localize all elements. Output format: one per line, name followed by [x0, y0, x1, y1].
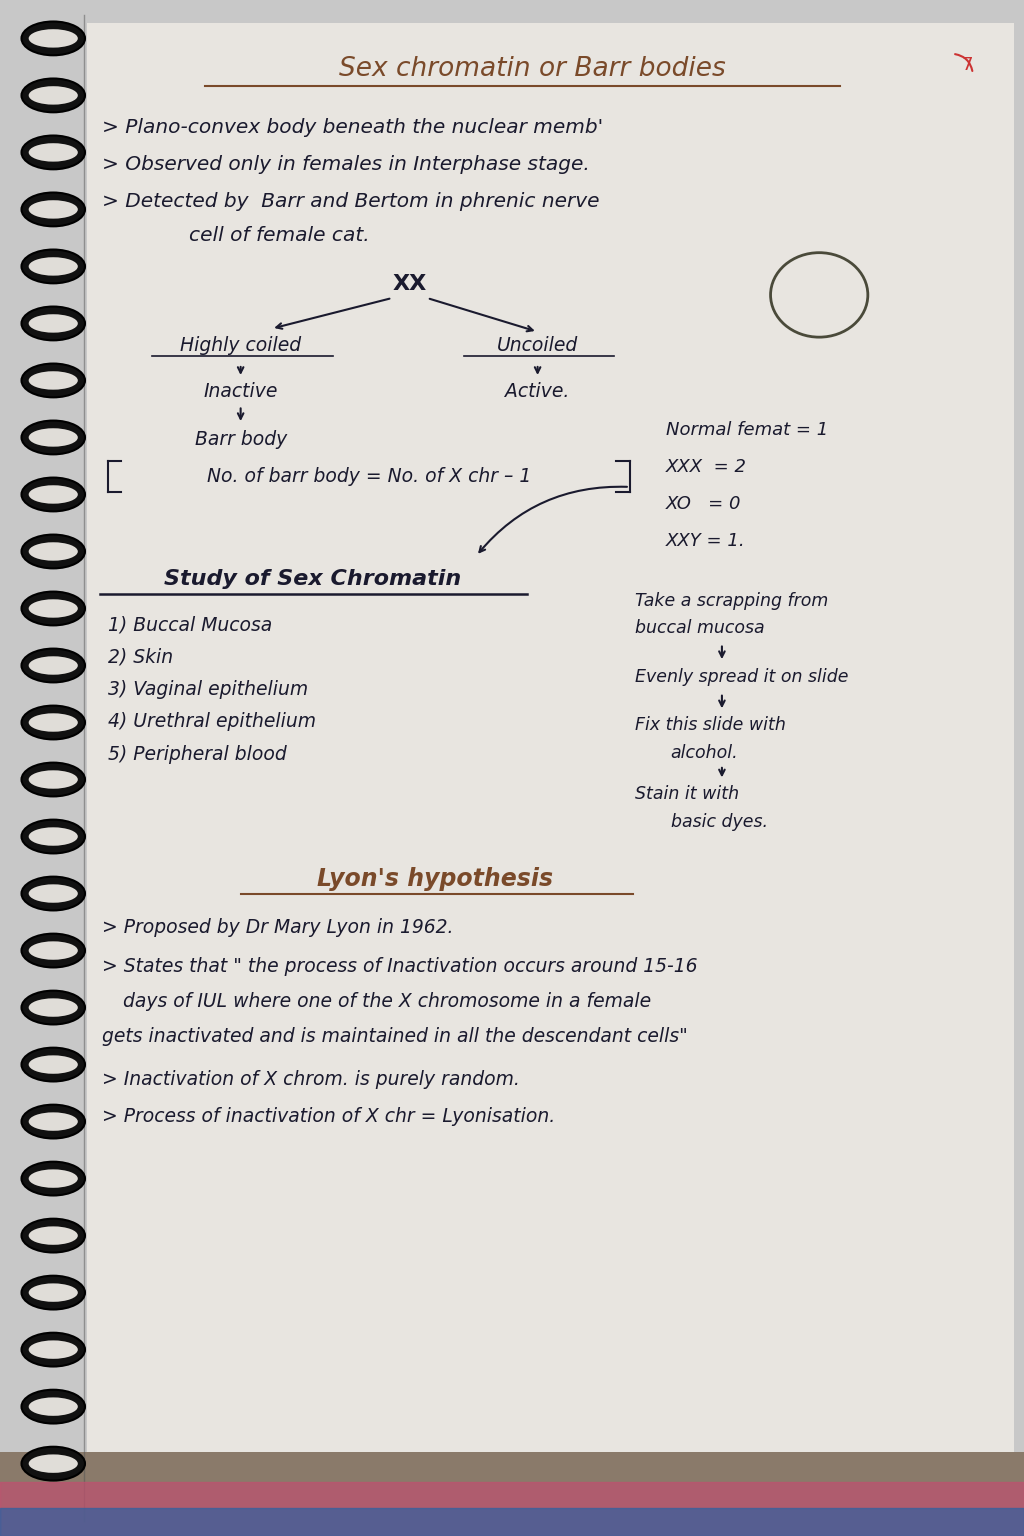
- Ellipse shape: [22, 1218, 85, 1252]
- Ellipse shape: [29, 29, 78, 48]
- Text: 2) Skin: 2) Skin: [108, 648, 173, 667]
- Ellipse shape: [29, 200, 78, 218]
- Ellipse shape: [29, 1055, 78, 1074]
- Ellipse shape: [22, 591, 85, 625]
- Text: 1) Buccal Mucosa: 1) Buccal Mucosa: [108, 616, 271, 634]
- Ellipse shape: [22, 535, 85, 568]
- Ellipse shape: [22, 1447, 85, 1481]
- Ellipse shape: [29, 885, 78, 903]
- Text: XX: XX: [392, 273, 427, 295]
- Ellipse shape: [22, 307, 85, 341]
- Text: > Detected by  Barr and Bertom in phrenic nerve: > Detected by Barr and Bertom in phrenic…: [102, 192, 600, 210]
- Ellipse shape: [29, 429, 78, 447]
- Ellipse shape: [29, 1455, 78, 1473]
- Ellipse shape: [29, 372, 78, 390]
- Ellipse shape: [22, 763, 85, 797]
- Ellipse shape: [22, 478, 85, 511]
- Ellipse shape: [22, 421, 85, 455]
- Text: No. of barr body = No. of X chr – 1: No. of barr body = No. of X chr – 1: [207, 467, 530, 485]
- Ellipse shape: [22, 820, 85, 854]
- Ellipse shape: [22, 1161, 85, 1195]
- Ellipse shape: [22, 1333, 85, 1367]
- Text: > Proposed by Dr Mary Lyon in 1962.: > Proposed by Dr Mary Lyon in 1962.: [102, 919, 454, 937]
- Text: alcohol.: alcohol.: [671, 743, 738, 762]
- Ellipse shape: [29, 713, 78, 731]
- Text: Sex chromatin or Barr bodies: Sex chromatin or Barr bodies: [339, 57, 726, 81]
- Ellipse shape: [29, 143, 78, 161]
- Text: Highly coiled: Highly coiled: [180, 336, 301, 355]
- Text: Take a scrapping from: Take a scrapping from: [635, 591, 828, 610]
- Text: Fix this slide with: Fix this slide with: [635, 716, 785, 734]
- Ellipse shape: [29, 828, 78, 846]
- Ellipse shape: [29, 1226, 78, 1244]
- Ellipse shape: [29, 257, 78, 275]
- Text: > Plano-convex body beneath the nuclear memb': > Plano-convex body beneath the nuclear …: [102, 118, 603, 137]
- Ellipse shape: [29, 1112, 78, 1130]
- Ellipse shape: [22, 934, 85, 968]
- Ellipse shape: [22, 705, 85, 739]
- Text: > States that " the process of Inactivation occurs around 15-16: > States that " the process of Inactivat…: [102, 957, 698, 975]
- Ellipse shape: [22, 192, 85, 226]
- Text: Active.: Active.: [506, 382, 569, 401]
- Ellipse shape: [29, 998, 78, 1017]
- Ellipse shape: [29, 656, 78, 674]
- Ellipse shape: [29, 485, 78, 504]
- Ellipse shape: [22, 249, 85, 283]
- Text: XXX  = 2: XXX = 2: [666, 458, 746, 476]
- Text: 3) Vaginal epithelium: 3) Vaginal epithelium: [108, 680, 307, 699]
- Text: 5) Peripheral blood: 5) Peripheral blood: [108, 745, 287, 763]
- Text: Lyon's hypothesis: Lyon's hypothesis: [317, 866, 553, 891]
- FancyBboxPatch shape: [0, 1452, 1024, 1536]
- Text: Study of Sex Chromatin: Study of Sex Chromatin: [164, 568, 461, 590]
- Ellipse shape: [29, 1398, 78, 1416]
- Ellipse shape: [22, 991, 85, 1025]
- FancyBboxPatch shape: [87, 23, 1014, 1521]
- Text: 7: 7: [962, 55, 974, 74]
- Text: XO   = 0: XO = 0: [666, 495, 741, 513]
- Ellipse shape: [22, 877, 85, 911]
- Ellipse shape: [22, 648, 85, 682]
- Text: days of IUL where one of the X chromosome in a female: days of IUL where one of the X chromosom…: [123, 992, 651, 1011]
- Text: basic dyes.: basic dyes.: [671, 813, 768, 831]
- Ellipse shape: [22, 22, 85, 55]
- Ellipse shape: [29, 542, 78, 561]
- Text: cell of female cat.: cell of female cat.: [189, 226, 370, 244]
- Ellipse shape: [29, 942, 78, 960]
- Text: Normal femat = 1: Normal femat = 1: [666, 421, 827, 439]
- Ellipse shape: [29, 1341, 78, 1359]
- Text: Inactive: Inactive: [204, 382, 278, 401]
- Ellipse shape: [22, 1276, 85, 1310]
- Ellipse shape: [22, 364, 85, 398]
- Ellipse shape: [22, 135, 85, 169]
- Text: > Observed only in females in Interphase stage.: > Observed only in females in Interphase…: [102, 155, 590, 174]
- Text: gets inactivated and is maintained in all the descendant cells": gets inactivated and is maintained in al…: [102, 1028, 688, 1046]
- Ellipse shape: [29, 1284, 78, 1303]
- Text: Barr body: Barr body: [195, 430, 287, 449]
- Text: XXY = 1.: XXY = 1.: [666, 531, 745, 550]
- Ellipse shape: [22, 78, 85, 112]
- Ellipse shape: [22, 1104, 85, 1138]
- Ellipse shape: [22, 1048, 85, 1081]
- Ellipse shape: [29, 86, 78, 104]
- Text: Uncoiled: Uncoiled: [497, 336, 579, 355]
- Ellipse shape: [29, 771, 78, 790]
- Ellipse shape: [29, 599, 78, 617]
- Ellipse shape: [29, 315, 78, 333]
- Text: buccal mucosa: buccal mucosa: [635, 619, 765, 637]
- Text: 4) Urethral epithelium: 4) Urethral epithelium: [108, 713, 315, 731]
- Ellipse shape: [29, 1169, 78, 1187]
- Text: Stain it with: Stain it with: [635, 785, 739, 803]
- Text: > Inactivation of X chrom. is purely random.: > Inactivation of X chrom. is purely ran…: [102, 1071, 520, 1089]
- Text: > Process of inactivation of X chr = Lyonisation.: > Process of inactivation of X chr = Lyo…: [102, 1107, 556, 1126]
- Text: Evenly spread it on slide: Evenly spread it on slide: [635, 668, 848, 687]
- Ellipse shape: [22, 1390, 85, 1424]
